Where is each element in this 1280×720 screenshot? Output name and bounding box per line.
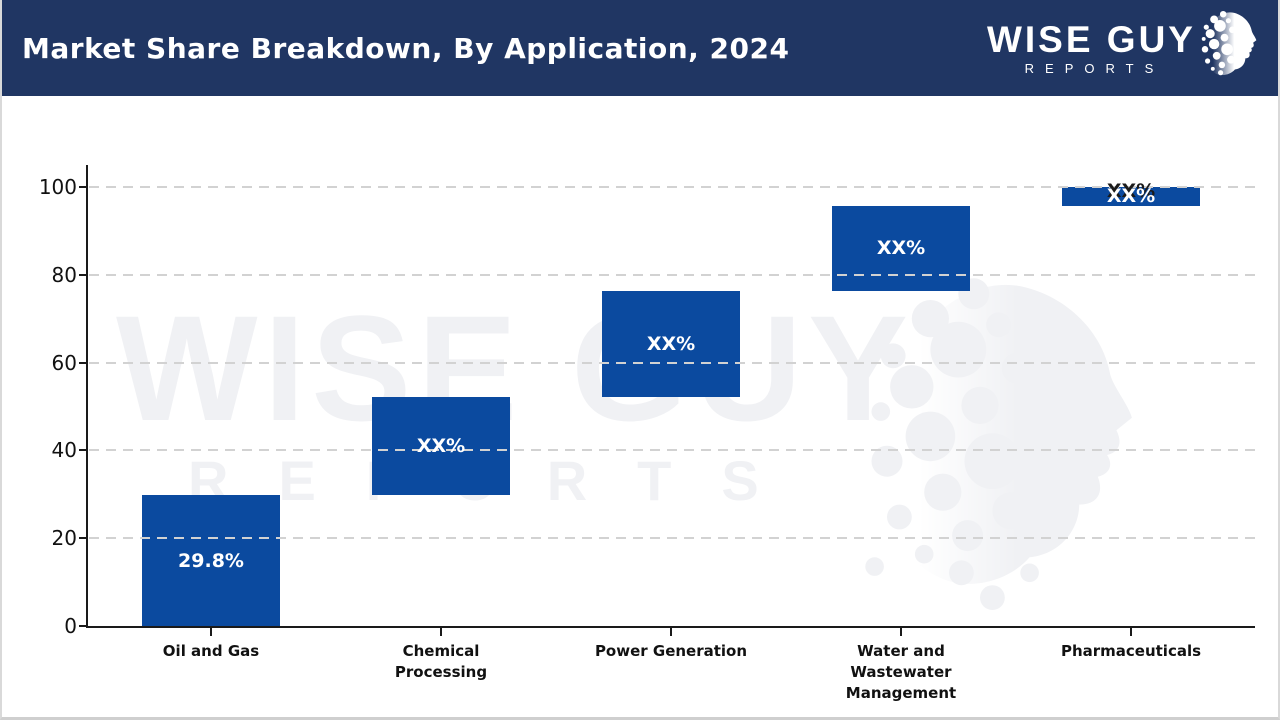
chart-canvas: WISE GUY REPORTS 29.8%XX%XX%XX%XX%020406…: [0, 96, 1280, 720]
x-axis-tick-oil-and-gas: [210, 628, 212, 636]
x-axis-label-chemical-processing: Chemical Processing: [394, 642, 488, 681]
gridline-60: [89, 361, 1255, 364]
y-axis-tick-60: [79, 361, 88, 364]
y-axis-tick-80: [79, 273, 88, 276]
head-profile-dots-icon: [1201, 10, 1257, 76]
bar-value-label-pharmaceuticals: XX%: [1106, 185, 1156, 208]
gridline-100: [89, 186, 1255, 188]
wise-guy-reports-logo: WISE GUY REPORTS: [987, 9, 1264, 87]
x-axis-line: [86, 626, 1255, 628]
x-axis-tick-water-and-wastewater-management: [900, 628, 902, 636]
y-axis-tick-100: [79, 186, 88, 188]
bar-value-label-oil-and-gas: 29.8%: [178, 549, 244, 572]
y-axis-label-80: 80: [51, 262, 77, 287]
bar-value-label-chemical-processing: XX%: [416, 435, 466, 458]
logo-brand-name: WISE GUY: [986, 18, 1196, 60]
bar-water-and-wastewater-management: [832, 205, 970, 292]
watermark-brand-name: WISE GUY: [116, 284, 915, 452]
logo-brand-subtitle: REPORTS: [1024, 60, 1165, 76]
logo-text: WISE GUY REPORTS: [987, 21, 1196, 76]
x-axis-label-oil-and-gas: Oil and Gas: [162, 642, 260, 660]
y-axis-line: [86, 165, 88, 628]
y-axis-label-60: 60: [51, 350, 77, 375]
bar-value-label-water-and-wastewater-management: XX%: [876, 237, 926, 260]
x-axis-label-pharmaceuticals: Pharmaceuticals: [1060, 642, 1202, 660]
gridline-20: [89, 537, 1255, 540]
x-axis-tick-pharmaceuticals: [1130, 628, 1132, 636]
y-axis-tick-0: [79, 625, 88, 627]
y-axis-label-40: 40: [51, 438, 77, 463]
bar-pharmaceuticals: [1062, 187, 1200, 206]
y-axis-tick-20: [79, 537, 88, 540]
bar-value-label-power-generation: XX%: [646, 333, 696, 356]
x-axis-label-power-generation: Power Generation: [594, 642, 748, 660]
gridline-40: [89, 449, 1255, 452]
y-axis-label-100: 100: [38, 175, 77, 199]
bar-power-generation: [602, 291, 740, 398]
bar-chemical-processing: [372, 397, 510, 496]
y-axis-label-0: 0: [64, 614, 77, 638]
x-axis-tick-chemical-processing: [440, 628, 442, 636]
y-axis-label-20: 20: [51, 526, 77, 551]
page-title: Market Share Breakdown, By Application, …: [22, 31, 790, 65]
bar-oil-and-gas: [142, 495, 280, 626]
gridline-80: [89, 273, 1255, 276]
chart-header: Market Share Breakdown, By Application, …: [0, 0, 1280, 96]
y-axis-tick-40: [79, 449, 88, 452]
x-axis-label-water-and-wastewater-management: Water and Wastewater Management: [845, 642, 957, 702]
x-axis-tick-power-generation: [670, 628, 672, 636]
